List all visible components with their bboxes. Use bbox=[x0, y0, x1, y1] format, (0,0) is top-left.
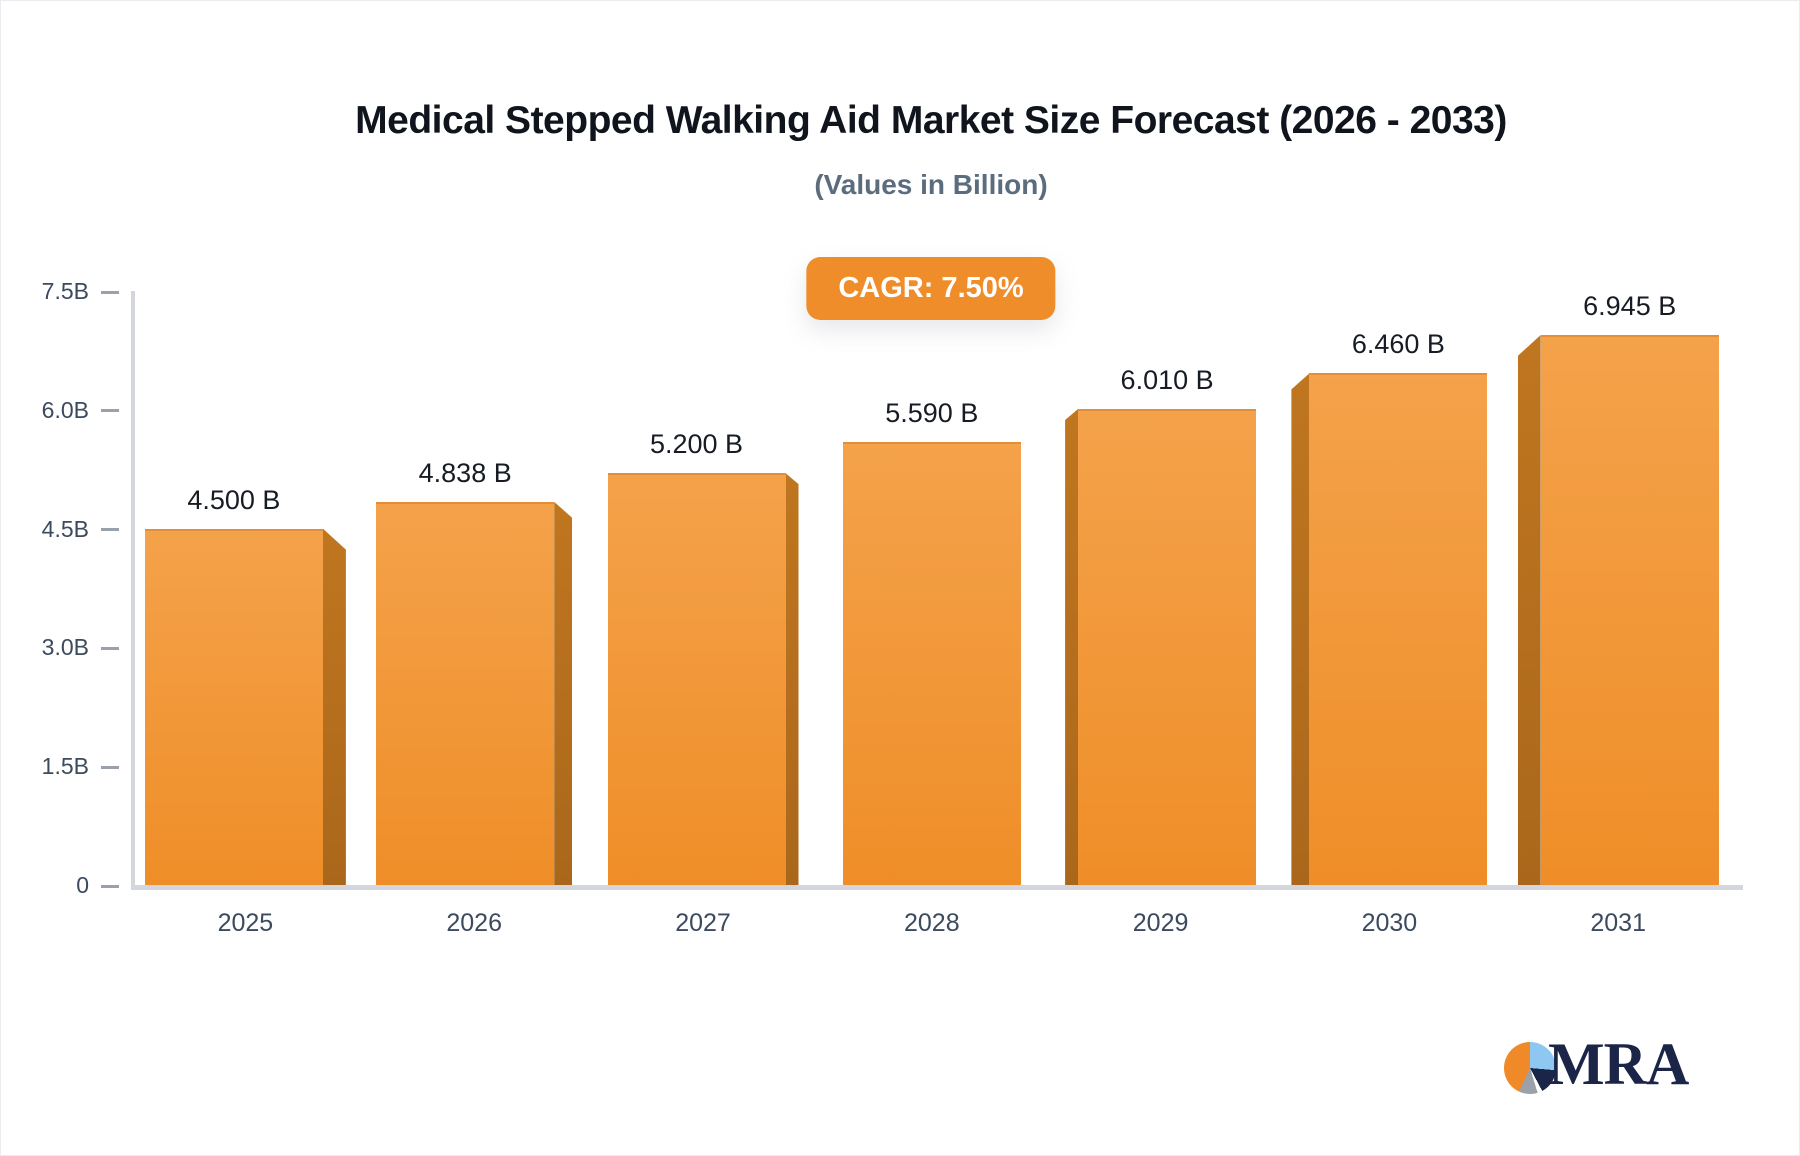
y-tick-label: 1.5B bbox=[41, 753, 89, 780]
y-tick-label: 0 bbox=[76, 872, 89, 898]
y-tick-label: 7.5B bbox=[41, 278, 89, 304]
y-tick-dash bbox=[101, 409, 119, 413]
cagr-badge: CAGR: 7.50% bbox=[806, 257, 1056, 320]
chart-subtitle: (Values in Billion) bbox=[814, 169, 1048, 200]
bar bbox=[1309, 373, 1488, 885]
pie-chart-logo-icon bbox=[1504, 1042, 1556, 1094]
bar bbox=[607, 473, 786, 885]
bar-value-label: 6.010 B bbox=[1120, 365, 1214, 395]
x-tick-label: 2028 bbox=[903, 909, 960, 937]
x-tick-label: 2025 bbox=[217, 909, 274, 937]
y-axis-line bbox=[131, 291, 135, 890]
x-tick-label: 2031 bbox=[1590, 909, 1646, 937]
x-axis-baseline bbox=[131, 885, 1743, 890]
bar bbox=[842, 442, 1021, 885]
y-tick-dash bbox=[101, 290, 119, 294]
bar bbox=[1078, 409, 1257, 885]
x-tick-label: 2026 bbox=[446, 909, 502, 937]
bar-value-label: 5.200 B bbox=[649, 429, 744, 460]
bar-3d-side bbox=[1517, 334, 1541, 885]
y-tick-dash bbox=[101, 765, 119, 769]
bar-value-label: 5.590 B bbox=[885, 398, 979, 429]
x-tick-label: 2029 bbox=[1132, 909, 1189, 937]
y-tick-dash bbox=[101, 884, 119, 888]
y-tick-label: 3.0B bbox=[41, 634, 89, 661]
bar-3d-side bbox=[1291, 373, 1310, 885]
bar-3d-side bbox=[554, 501, 573, 885]
brand-logo-text: MRA bbox=[1548, 1031, 1689, 1097]
bar-value-label: 6.460 B bbox=[1351, 329, 1445, 360]
bar-3d-side bbox=[785, 473, 799, 885]
y-tick-dash bbox=[101, 646, 119, 650]
x-tick-label: 2027 bbox=[675, 909, 731, 937]
bar-3d-side bbox=[1065, 409, 1079, 885]
bar bbox=[376, 501, 555, 885]
y-tick-label: 6.0B bbox=[41, 396, 89, 423]
bar-value-label: 6.945 B bbox=[1583, 290, 1677, 321]
cagr-badge-label: CAGR: 7.50% bbox=[838, 272, 1024, 304]
x-tick-label: 2030 bbox=[1361, 909, 1418, 937]
y-tick-label: 4.5B bbox=[41, 515, 89, 542]
y-tick-dash bbox=[101, 528, 119, 532]
bar-value-label: 4.500 B bbox=[187, 484, 281, 515]
bar-3d-side bbox=[322, 528, 346, 885]
bar bbox=[144, 528, 323, 885]
bar-value-label: 4.838 B bbox=[418, 457, 512, 488]
bar bbox=[1540, 334, 1719, 885]
chart-title: Medical Stepped Walking Aid Market Size … bbox=[355, 99, 1507, 142]
